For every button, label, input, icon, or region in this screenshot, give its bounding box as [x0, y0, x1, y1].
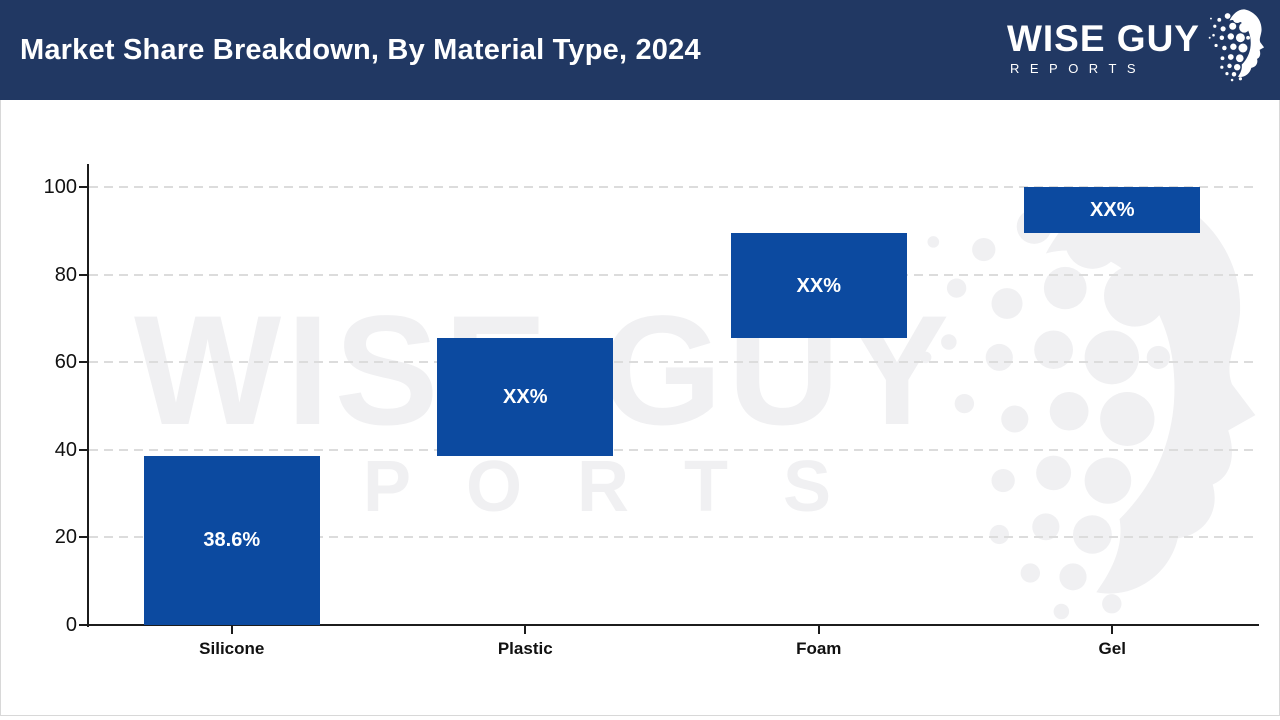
y-tick-20 [79, 536, 87, 539]
header: Market Share Breakdown, By Material Type… [0, 0, 1280, 100]
brand-head-icon [1208, 9, 1265, 82]
x-tick-label-foam: Foam [796, 639, 842, 658]
brand-name: WISE GUY [1006, 17, 1200, 59]
y-tick-label-40: 40 [54, 438, 77, 461]
gridline-y-100 [89, 186, 1259, 188]
y-tick-40 [79, 448, 87, 451]
bar-plastic [437, 338, 614, 456]
y-tick-60 [79, 361, 87, 364]
bar-value-label-gel: XX% [1090, 199, 1135, 222]
gridline-y-20 [89, 536, 1259, 539]
x-axis-line [87, 624, 1259, 626]
brand-logo-text: WISE GUY REPORTS [1006, 17, 1200, 77]
y-tick-label-100: 100 [43, 176, 77, 198]
bar-foam [730, 233, 907, 339]
y-tick-100 [79, 186, 87, 188]
brand-logo: WISE GUY REPORTS [1007, 9, 1266, 87]
gridline-y-40 [89, 448, 1259, 451]
bar-gel [1024, 187, 1201, 234]
chart-title: Market Share Breakdown, By Material Type… [20, 34, 701, 66]
brand-subname: REPORTS [1009, 61, 1147, 77]
watermark-head-icon [919, 188, 1256, 620]
x-tick-gel [1111, 626, 1114, 634]
x-tick-plastic [524, 626, 527, 634]
x-tick-label-plastic: Plastic [497, 639, 553, 658]
bar-value-label-plastic: XX% [503, 386, 548, 409]
plot-area: WISE GUY REPORTS 0 20 40 60 80 100 38.6% Silico… [1, 100, 1279, 715]
y-tick-label-60: 60 [54, 351, 77, 374]
bar-silicone [143, 455, 320, 625]
gridline-y-60 [89, 361, 1259, 364]
bar-value-label-foam: XX% [796, 274, 841, 297]
bar-value-label-silicone: 38.6% [203, 529, 261, 552]
x-tick-foam [817, 626, 820, 634]
chart-area: WISE GUY REPORTS 0 20 40 60 80 100 38.6% Silico… [0, 100, 1280, 716]
y-axis-line [87, 164, 89, 627]
x-tick-label-silicone: Silicone [199, 639, 265, 658]
y-tick-label-0: 0 [65, 614, 77, 636]
gridline-y-80 [89, 273, 1259, 276]
y-tick-0 [79, 624, 87, 626]
x-tick-silicone [230, 626, 233, 634]
x-tick-label-gel: Gel [1098, 639, 1126, 658]
y-tick-80 [79, 273, 87, 276]
y-tick-label-20: 20 [54, 526, 77, 549]
y-tick-label-80: 80 [54, 263, 77, 286]
